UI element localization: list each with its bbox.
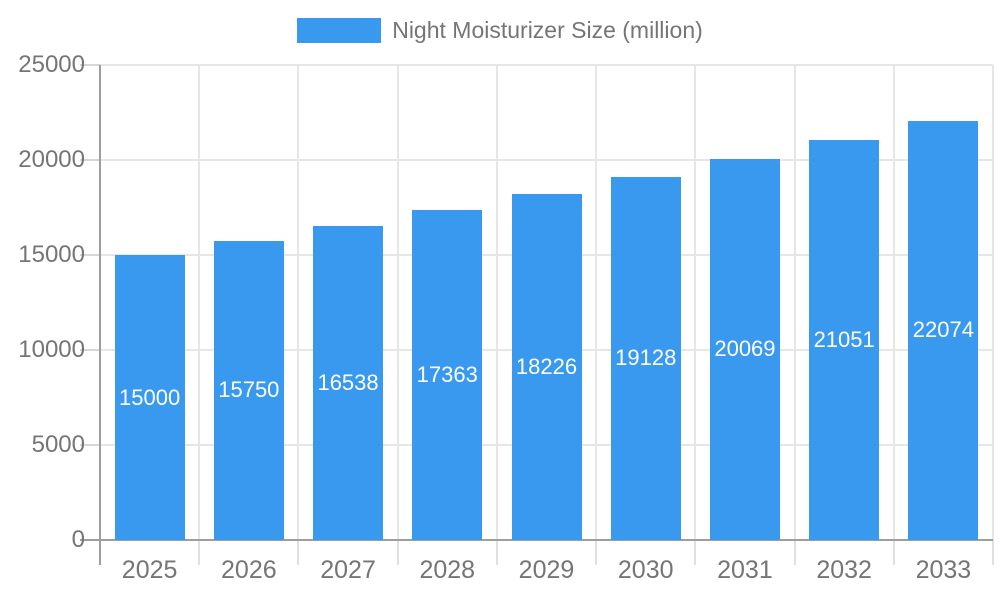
bar-value-label: 15000 bbox=[119, 384, 181, 410]
x-gridline bbox=[396, 65, 399, 540]
y-tick bbox=[80, 349, 100, 351]
x-tick-label: 2026 bbox=[221, 556, 277, 584]
bar: 20069 bbox=[709, 158, 780, 540]
x-tick bbox=[694, 540, 697, 565]
y-gridline bbox=[100, 64, 993, 66]
y-tick-label: 20000 bbox=[18, 146, 85, 173]
bar-value-label: 15750 bbox=[218, 377, 280, 403]
y-gridline bbox=[100, 159, 993, 161]
bar-value-label: 17363 bbox=[416, 362, 478, 388]
x-axis-line bbox=[80, 539, 993, 541]
x-gridline bbox=[694, 65, 697, 540]
bar: 15750 bbox=[213, 240, 284, 540]
legend-swatch-icon bbox=[297, 17, 382, 43]
bar: 17363 bbox=[412, 210, 483, 540]
x-tick-label: 2030 bbox=[617, 556, 674, 584]
bar: 16538 bbox=[313, 225, 384, 540]
chart-legend: Night Moisturizer Size (million) bbox=[0, 14, 1000, 46]
y-axis-labels: 0 5000 10000 15000 20000 25000 bbox=[0, 0, 85, 600]
legend-label: Night Moisturizer Size (million) bbox=[392, 16, 703, 43]
x-gridline bbox=[495, 65, 498, 540]
x-tick bbox=[595, 540, 598, 565]
bar-value-label: 22074 bbox=[912, 317, 974, 343]
bar-value-label: 20069 bbox=[714, 336, 776, 362]
x-tick-label: 2031 bbox=[717, 556, 773, 584]
y-tick-label: 25000 bbox=[18, 51, 85, 78]
x-tick bbox=[892, 540, 895, 565]
bar: 19128 bbox=[610, 176, 681, 540]
x-gridline bbox=[793, 65, 796, 540]
x-tick-label: 2025 bbox=[121, 556, 178, 584]
x-tick-label: 2029 bbox=[518, 556, 575, 584]
bar-value-label: 16538 bbox=[317, 369, 379, 395]
y-tick-label: 0 bbox=[71, 526, 85, 553]
x-tick-label: 2033 bbox=[915, 556, 972, 584]
plot-area: 15000 15750 16538 17363 18226 19128 20069 21051… bbox=[80, 64, 994, 565]
y-tick bbox=[80, 64, 100, 66]
x-gridline bbox=[992, 65, 994, 540]
x-tick bbox=[198, 540, 201, 565]
bar: 18226 bbox=[511, 193, 582, 540]
x-tick bbox=[396, 540, 399, 565]
x-tick-label: 2028 bbox=[419, 556, 476, 584]
x-tick bbox=[793, 540, 796, 565]
y-tick-label: 5000 bbox=[31, 431, 85, 458]
x-gridline bbox=[297, 65, 300, 540]
y-tick-label: 15000 bbox=[18, 241, 85, 268]
bar-value-label: 18226 bbox=[515, 353, 578, 379]
bar: 21051 bbox=[809, 140, 880, 540]
bar: 22074 bbox=[908, 120, 979, 540]
x-gridline bbox=[892, 65, 895, 540]
x-tick-label: 2027 bbox=[320, 556, 376, 584]
bar-value-label: 21051 bbox=[813, 327, 875, 353]
x-gridline bbox=[595, 65, 598, 540]
x-axis-labels: 2025 2026 2027 2028 2029 2030 2031 2032 2033 bbox=[100, 556, 993, 588]
x-tick bbox=[992, 540, 994, 565]
y-tick bbox=[80, 254, 100, 256]
bar-value-label: 19128 bbox=[615, 345, 677, 371]
y-tick bbox=[80, 444, 100, 446]
x-tick bbox=[297, 540, 300, 565]
x-gridline bbox=[198, 65, 201, 540]
y-tick bbox=[80, 159, 100, 161]
y-axis-line bbox=[99, 65, 101, 565]
x-tick bbox=[495, 540, 498, 565]
bar: 15000 bbox=[114, 255, 185, 540]
x-tick-label: 2032 bbox=[816, 556, 872, 584]
y-tick-label: 10000 bbox=[18, 336, 85, 363]
